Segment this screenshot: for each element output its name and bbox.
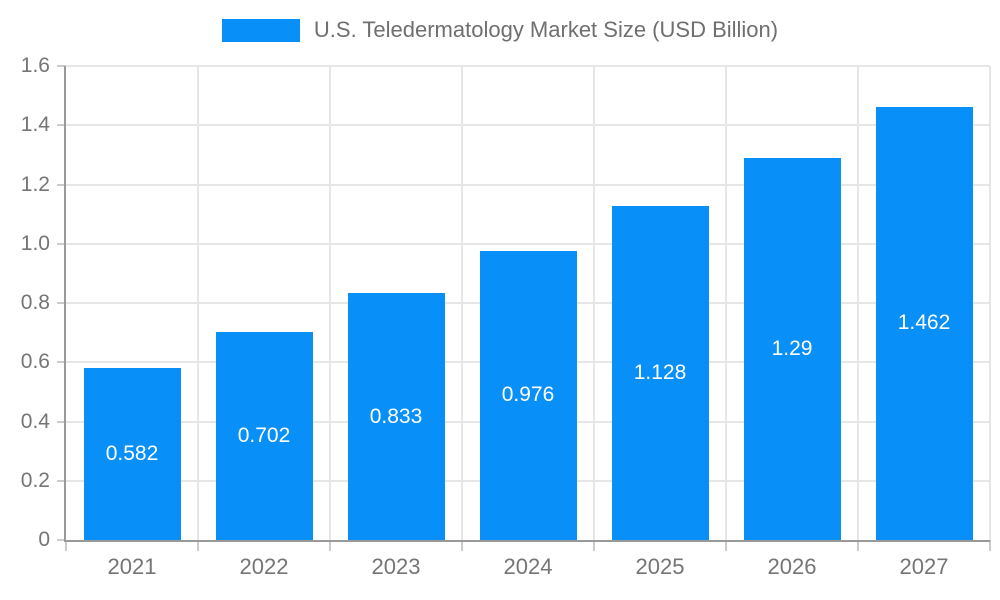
x-axis-tick-label: 2027 — [899, 554, 949, 579]
y-axis-tick — [57, 124, 66, 127]
y-axis-tick-label: 1.6 — [20, 54, 50, 77]
y-axis-tick — [57, 183, 66, 186]
y-gridline — [66, 183, 990, 186]
chart-legend[interactable]: U.S. Teledermatology Market Size (USD Bi… — [0, 15, 1000, 45]
bar-2021[interactable]: 0.582 — [83, 367, 181, 540]
legend-swatch-icon — [221, 18, 300, 42]
x-axis-tick — [989, 540, 991, 551]
bar-value-label: 0.976 — [501, 383, 555, 407]
x-gridline — [461, 66, 463, 540]
y-axis-tick-label: 0.2 — [20, 468, 50, 492]
x-axis-tick-label: 2022 — [239, 554, 289, 579]
x-axis-tick-label: 2023 — [371, 554, 421, 579]
x-axis-tick — [65, 540, 67, 551]
y-axis-tick — [57, 539, 66, 541]
bar-2025[interactable]: 1.128 — [611, 205, 709, 540]
y-axis-tick-label: 0.4 — [20, 409, 50, 433]
y-axis-tick — [57, 302, 66, 304]
y-axis-tick-label: 1.4 — [20, 113, 50, 137]
x-axis-tick-label: 2021 — [107, 554, 157, 579]
y-axis-tick-label: 0 — [38, 528, 50, 551]
x-axis-tick — [329, 540, 331, 551]
x-gridline — [989, 66, 991, 540]
y-gridline — [66, 242, 990, 245]
bar-value-label: 1.462 — [897, 311, 951, 335]
bar-2022[interactable]: 0.702 — [215, 332, 313, 540]
x-axis-tick — [593, 540, 595, 551]
y-gridline — [66, 65, 990, 67]
bar-value-label: 0.833 — [369, 404, 423, 428]
bar-2026[interactable]: 1.29 — [743, 157, 841, 540]
x-gridline — [725, 66, 727, 540]
bar-2027[interactable]: 1.462 — [875, 106, 973, 540]
y-axis-tick-label: 0.6 — [20, 350, 50, 374]
bar-value-label: 0.702 — [237, 424, 291, 447]
bar-2023[interactable]: 0.833 — [347, 293, 445, 540]
x-gridline — [329, 66, 331, 540]
y-axis-tick-label: 1.2 — [20, 172, 50, 196]
bar-value-label: 0.582 — [105, 441, 159, 465]
x-axis-line — [64, 540, 990, 542]
y-gridline — [66, 124, 990, 127]
y-axis-tick — [57, 420, 66, 423]
x-gridline — [593, 66, 595, 540]
y-axis-line — [64, 66, 66, 542]
x-axis-tick-label: 2024 — [503, 554, 553, 579]
x-gridline — [857, 66, 859, 540]
chart-title: U.S. Teledermatology Market Size (USD Bi… — [313, 17, 779, 42]
x-axis-tick — [857, 540, 859, 551]
x-axis-tick-label: 2025 — [635, 554, 685, 579]
bar-value-label: 1.29 — [771, 336, 813, 360]
bar-value-label: 1.128 — [633, 360, 687, 384]
y-axis-tick — [57, 361, 66, 364]
x-axis-tick — [197, 540, 199, 551]
y-axis-tick-label: 0.8 — [20, 291, 50, 314]
x-axis-tick — [461, 540, 463, 551]
x-gridline — [197, 66, 199, 540]
bar-2024[interactable]: 0.976 — [479, 250, 577, 540]
y-axis-tick-label: 1.0 — [20, 231, 50, 255]
y-axis-tick — [57, 65, 66, 67]
y-axis-tick — [57, 242, 66, 245]
y-axis-tick — [57, 479, 66, 482]
x-axis-tick — [725, 540, 727, 551]
x-axis-tick-label: 2026 — [767, 554, 817, 579]
